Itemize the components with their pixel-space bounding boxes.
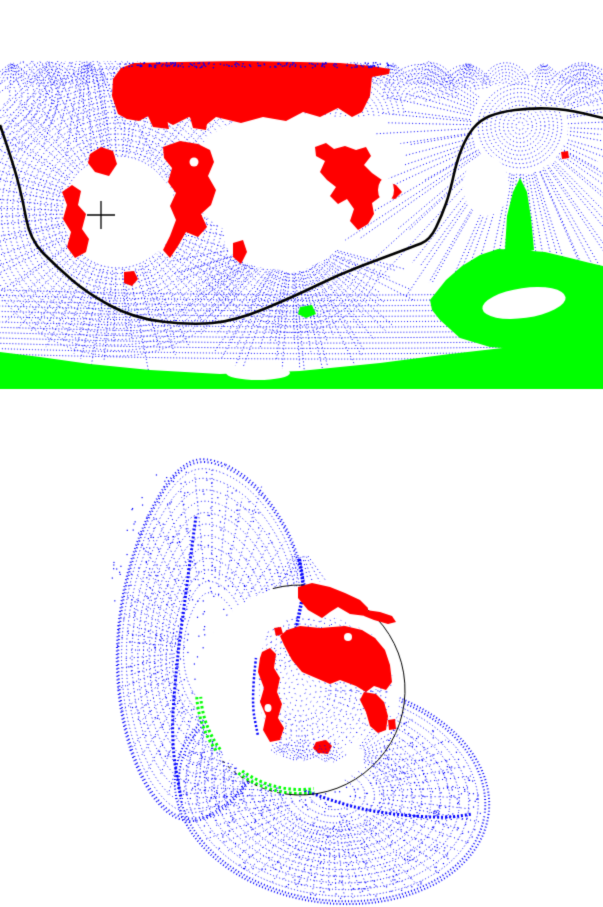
sphere-view-panel — [0, 430, 603, 907]
synoptic-map-panel — [0, 0, 603, 430]
